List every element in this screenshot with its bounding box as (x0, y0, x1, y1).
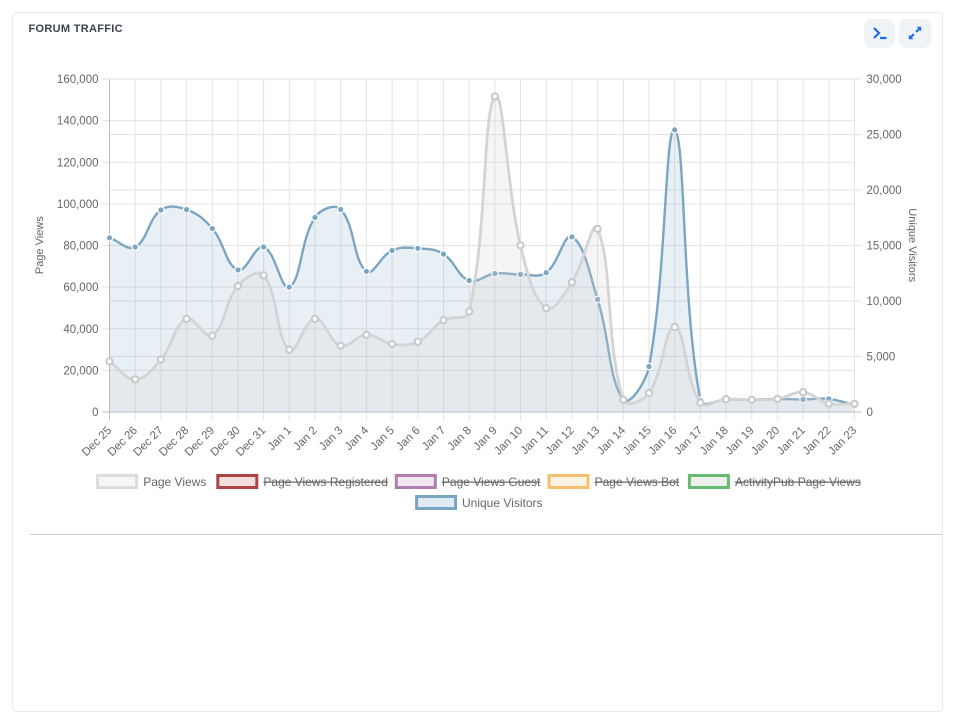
svg-text:Jan 3: Jan 3 (317, 425, 345, 453)
svg-text:0: 0 (867, 407, 873, 419)
svg-text:20,000: 20,000 (63, 365, 98, 377)
svg-text:ActivityPub Page Views: ActivityPub Page Views (735, 475, 861, 489)
svg-text:Unique Visitors: Unique Visitors (462, 496, 542, 510)
svg-text:20,000: 20,000 (867, 185, 902, 197)
svg-text:25,000: 25,000 (867, 130, 902, 142)
svg-text:Jan 1: Jan 1 (266, 425, 294, 453)
svg-text:5,000: 5,000 (867, 352, 896, 364)
svg-text:10,000: 10,000 (867, 296, 902, 308)
svg-text:Jan 5: Jan 5 (369, 425, 397, 453)
svg-text:140,000: 140,000 (57, 116, 99, 128)
svg-text:Jan 10: Jan 10 (492, 425, 525, 458)
svg-text:Page Views Guest: Page Views Guest (442, 475, 541, 489)
svg-text:60,000: 60,000 (63, 282, 98, 294)
svg-text:160,000: 160,000 (57, 74, 99, 86)
svg-text:Page Views Registered: Page Views Registered (263, 475, 388, 489)
svg-text:Jan 8: Jan 8 (446, 425, 474, 453)
svg-text:Page Views: Page Views (143, 475, 206, 489)
svg-text:Page Views: Page Views (34, 216, 46, 274)
svg-text:Jan 23: Jan 23 (826, 425, 859, 458)
svg-text:80,000: 80,000 (63, 241, 98, 253)
svg-text:Jan 6: Jan 6 (394, 425, 422, 453)
svg-text:40,000: 40,000 (63, 324, 98, 336)
svg-text:30,000: 30,000 (867, 74, 902, 86)
svg-text:Unique Visitors: Unique Visitors (906, 208, 918, 282)
svg-text:Jan 4: Jan 4 (343, 424, 372, 453)
svg-text:Jan 2: Jan 2 (291, 425, 319, 453)
svg-text:Page Views Bot: Page Views Bot (595, 475, 680, 489)
svg-text:Jan 7: Jan 7 (420, 425, 448, 453)
svg-text:100,000: 100,000 (57, 199, 99, 211)
svg-text:0: 0 (92, 407, 98, 419)
svg-text:15,000: 15,000 (867, 241, 902, 253)
svg-text:120,000: 120,000 (57, 157, 99, 169)
